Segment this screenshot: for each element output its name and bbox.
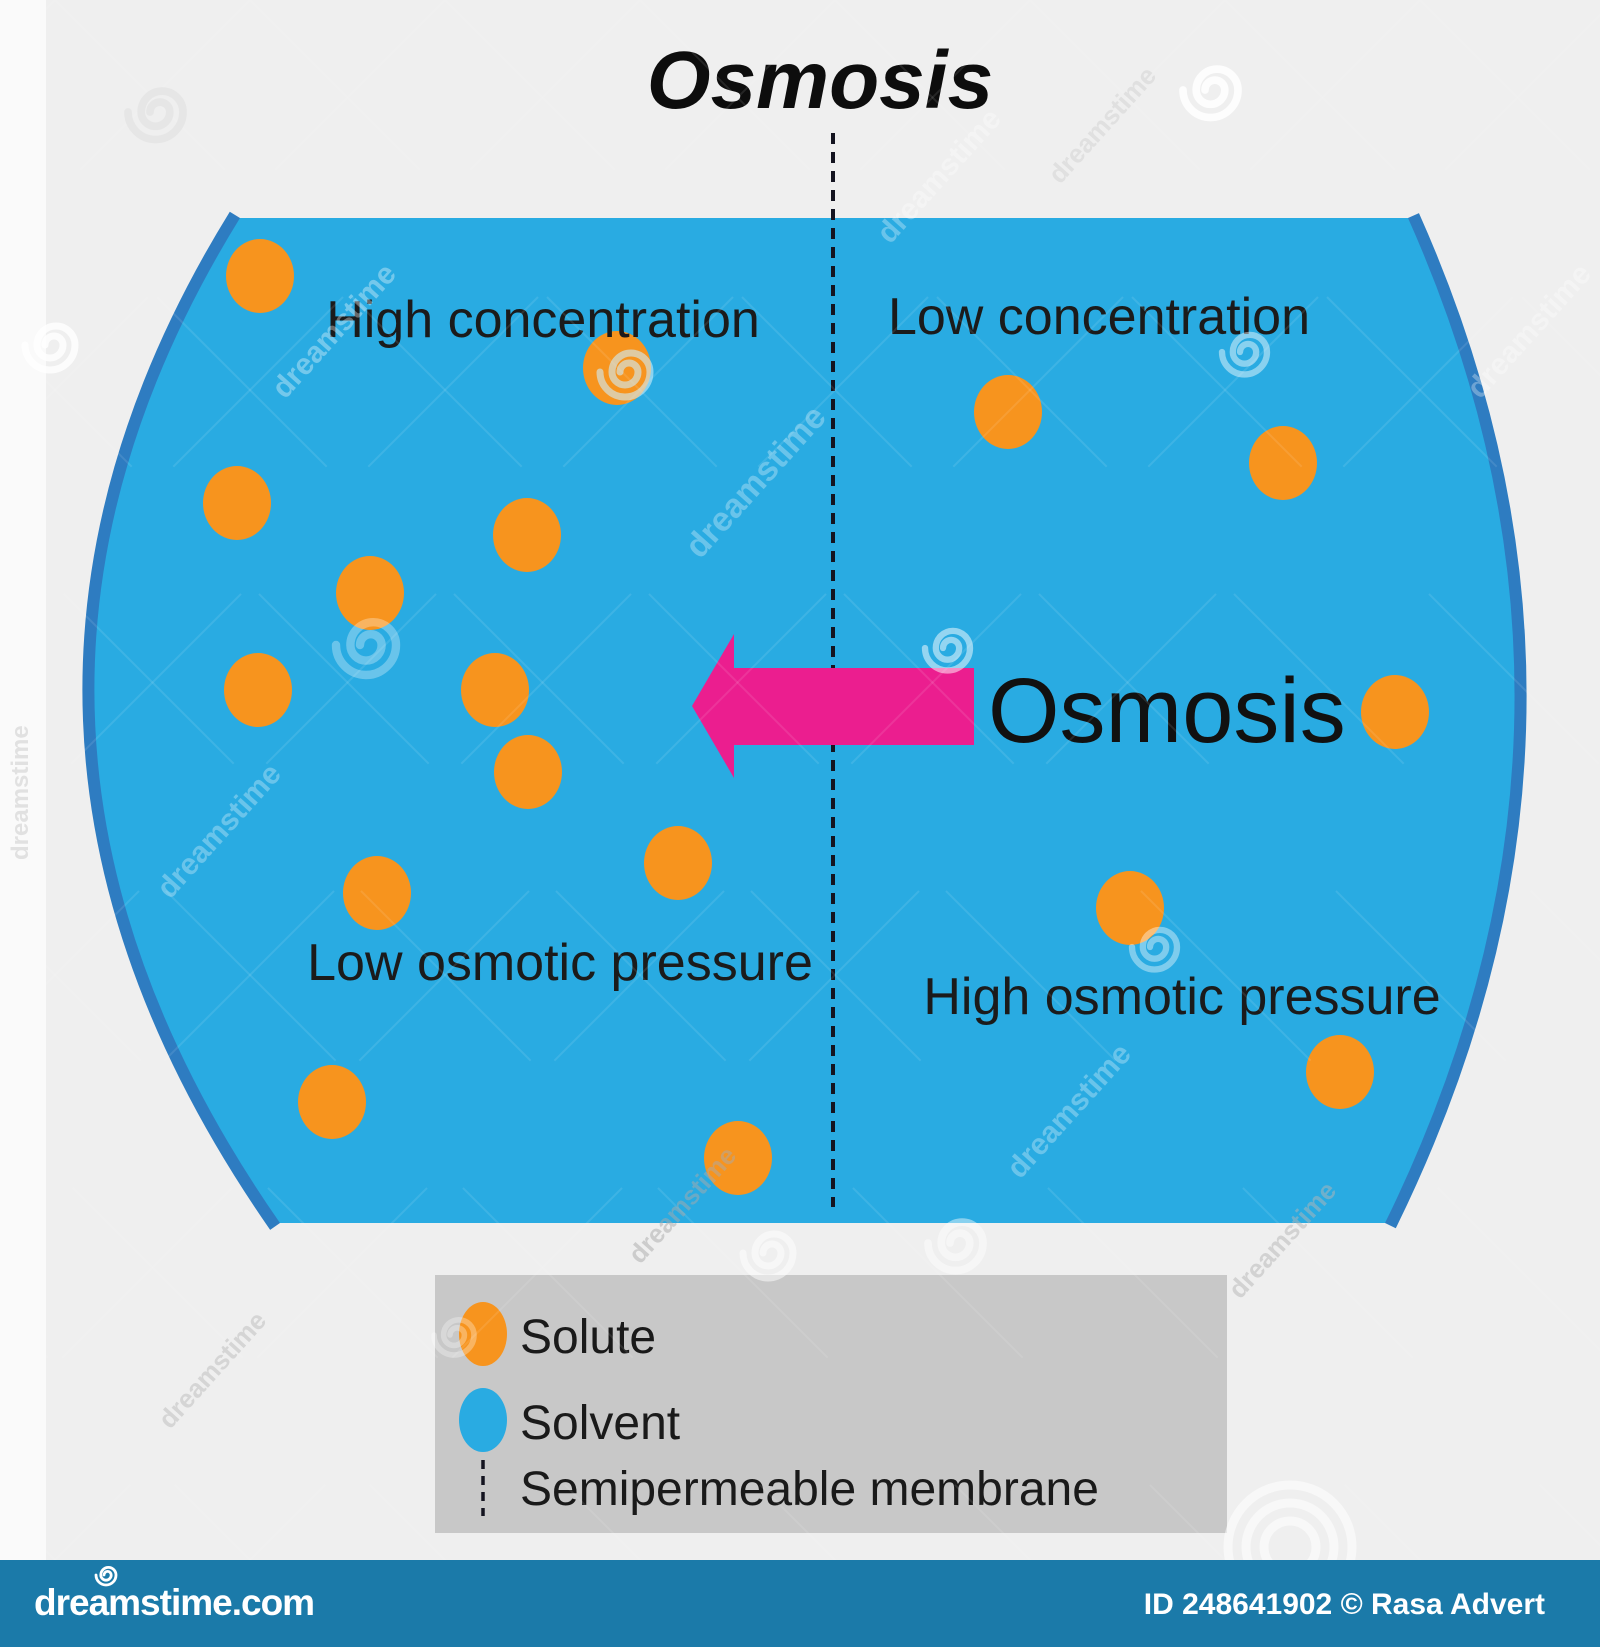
label-high-concentration: High concentration [326, 291, 760, 349]
legend-solvent-swatch-icon [459, 1388, 507, 1452]
label-high-osmotic-pressure: High osmotic pressure [923, 968, 1440, 1026]
footer-background [0, 1560, 1600, 1647]
solute-particle [494, 735, 562, 809]
solute-particle [1306, 1035, 1374, 1109]
osmosis-flow-label: Osmosis [988, 660, 1346, 762]
watermark-line [0, 1308, 339, 1647]
solute-particle [1249, 426, 1317, 500]
left-margin-strip [0, 0, 46, 1647]
watermark-line [249, 0, 1600, 1352]
watermark-line [0, 0, 641, 642]
solute-particles [203, 239, 1429, 1195]
solute-particle [583, 331, 651, 405]
brand-logo: dreamstime.com [34, 1582, 314, 1623]
watermark-line [0, 0, 1270, 1647]
solute-particle [203, 466, 271, 540]
watermark-line [0, 0, 835, 1647]
solute-particle [493, 498, 561, 572]
legend-label-solvent: Solvent [520, 1397, 680, 1450]
solute-particle [1096, 871, 1164, 945]
label-low-osmotic-pressure: Low osmotic pressure [307, 934, 813, 992]
watermark-line [0, 1113, 534, 1647]
solute-particle [224, 653, 292, 727]
watermark-line [444, 0, 1600, 1157]
solute-particle [461, 653, 529, 727]
watermark-line [0, 0, 1030, 1647]
legend-label-membrane: Semipermeable membrane [520, 1463, 1099, 1516]
legend-label-solute: Solute [520, 1311, 656, 1364]
watermark-line [834, 0, 1600, 767]
solute-particle [1361, 675, 1429, 749]
legend-box [435, 1275, 1227, 1533]
watermark-line [54, 0, 1600, 1547]
solute-particle [298, 1065, 366, 1139]
watermark-line [639, 0, 1600, 962]
page-title: Osmosis [647, 35, 993, 126]
osmosis-flow-arrow [692, 634, 974, 778]
watermark-line [0, 0, 1075, 1647]
watermark-line [0, 0, 880, 1647]
watermark-line [0, 0, 446, 447]
image-credit: ID 248641902 © Rasa Advert [1144, 1588, 1545, 1621]
solute-particle [644, 826, 712, 900]
watermark-line [1029, 0, 1600, 572]
solute-particle [974, 375, 1042, 449]
watermark-text: dreamstime [7, 725, 34, 860]
legend: Solute Solvent Semipermeable membrane [435, 1275, 1227, 1533]
watermark-line [161, 208, 1600, 1647]
solute-particle [336, 556, 404, 630]
solute-particle [226, 239, 294, 313]
footer-bar: dreamstime.com ID 248641902 © Rasa Adver… [0, 1560, 1600, 1647]
watermark-line [0, 0, 1225, 1647]
watermark-line [0, 0, 1420, 1647]
solute-particle [343, 856, 411, 930]
watermark-line [1224, 0, 1600, 377]
solute-particle [704, 1121, 772, 1195]
watermark-line [0, 0, 1465, 1647]
